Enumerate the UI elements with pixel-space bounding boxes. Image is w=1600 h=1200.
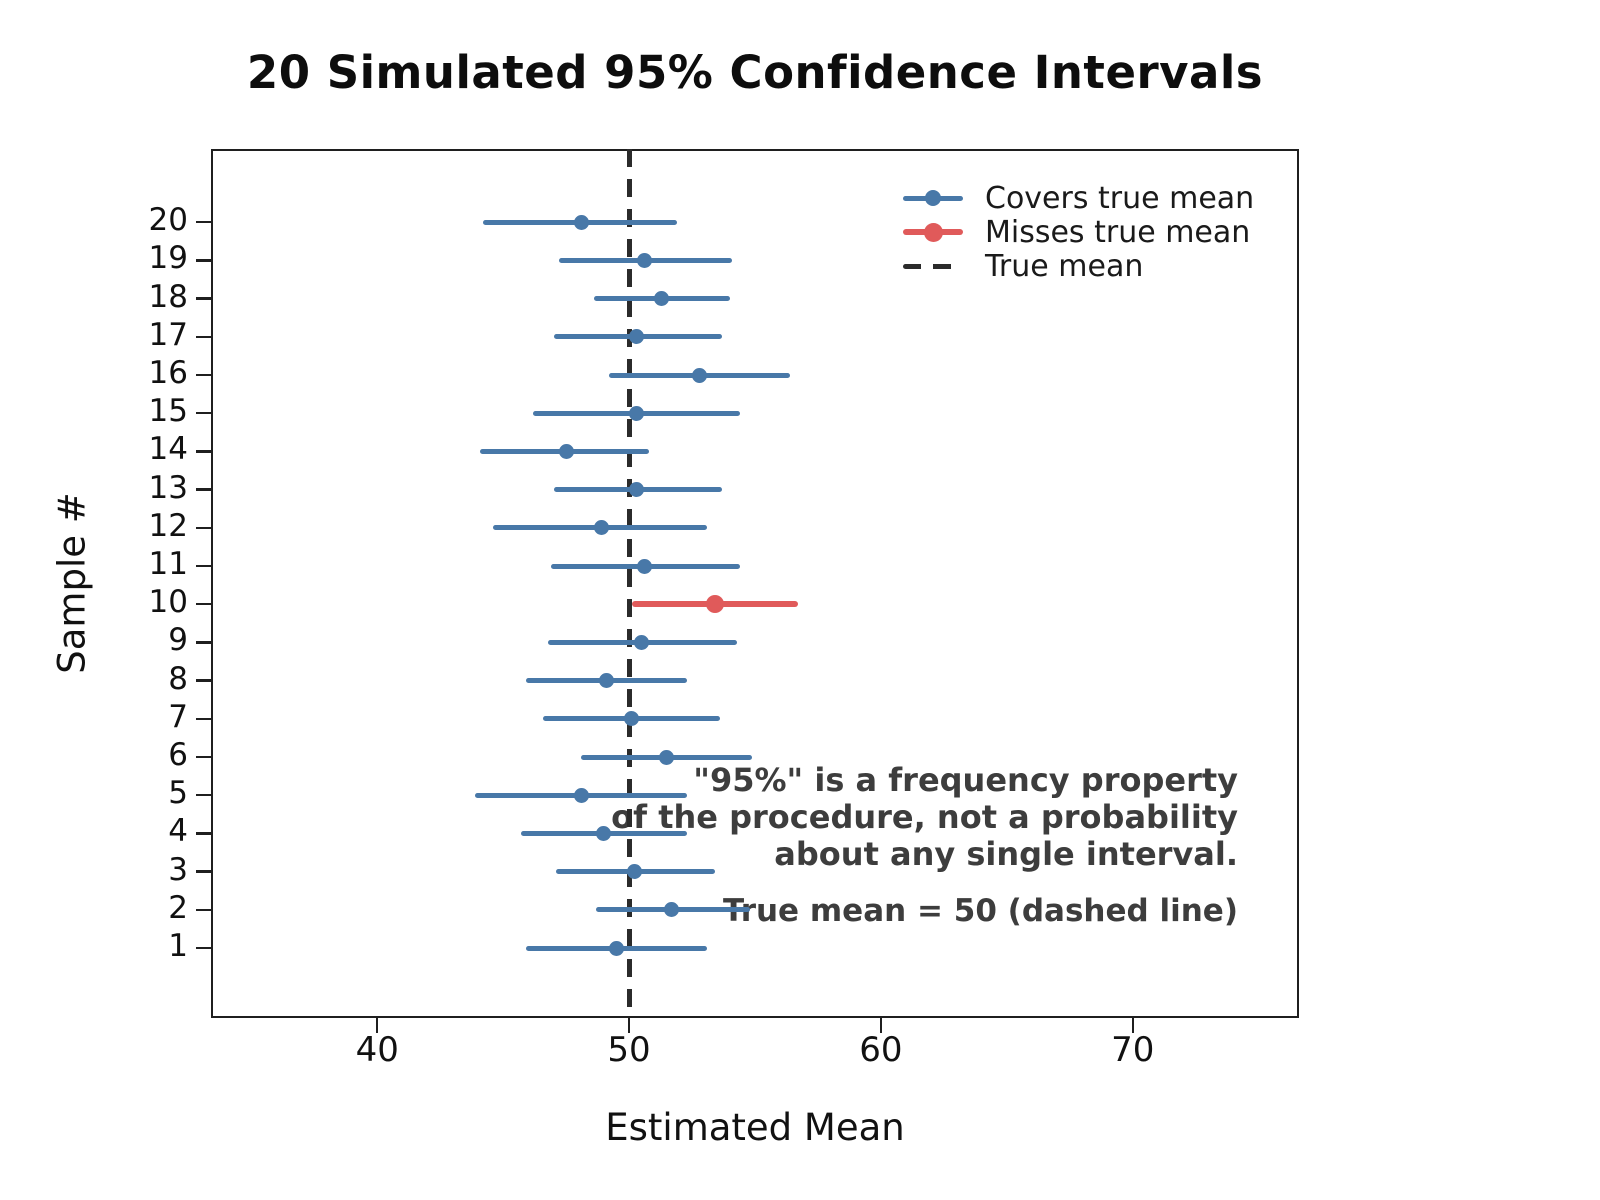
annotation-line-3: about any single interval. (774, 835, 1238, 873)
y-tick (196, 602, 211, 606)
y-tick-label: 4 (168, 813, 188, 850)
y-tick-label: 13 (148, 469, 188, 506)
y-tick (196, 411, 211, 415)
y-tick (196, 946, 211, 950)
y-tick-label: 17 (148, 316, 188, 353)
y-tick (196, 717, 211, 721)
y-tick-label: 10 (148, 584, 188, 621)
ci-dot-sample-13 (629, 482, 645, 498)
x-tick (375, 1018, 379, 1033)
y-tick-label: 1 (168, 928, 188, 964)
y-tick (196, 450, 211, 453)
annotation-line-2: of the procedure, not a probability (611, 798, 1238, 836)
y-tick-label: 8 (168, 660, 188, 697)
y-tick (196, 908, 211, 912)
ci-dot-sample-15 (629, 405, 645, 421)
y-tick (196, 832, 211, 835)
y-tick (196, 297, 211, 300)
ci-dot-sample-16 (692, 367, 708, 383)
y-tick-label: 7 (168, 698, 188, 735)
legend-item-true-mean: True mean (903, 248, 1254, 284)
y-tick-label: 19 (148, 240, 188, 277)
true-mean-line (626, 149, 632, 1018)
legend-label-misses: Misses true mean (985, 214, 1251, 250)
chart-title: 20 Simulated 95% Confidence Intervals (246, 46, 1264, 99)
ci-dot-sample-19 (636, 252, 652, 268)
y-tick-label: 3 (168, 851, 188, 888)
ci-dot-sample-18 (654, 291, 670, 307)
y-tick-label: 14 (148, 431, 188, 468)
plot-area (211, 149, 1299, 1018)
y-tick (196, 755, 211, 759)
ci-dot-sample-9 (634, 634, 650, 650)
y-tick-label: 11 (148, 546, 188, 582)
ci-dot-sample-20 (573, 214, 589, 230)
y-tick (196, 373, 211, 377)
annotation-line-1: "95%" is a frequency property (693, 761, 1238, 799)
y-tick (196, 870, 211, 873)
x-tick (879, 1018, 883, 1033)
x-axis-label: Estimated Mean (605, 1106, 905, 1149)
y-tick-label: 18 (148, 278, 188, 315)
y-tick-label: 5 (168, 775, 188, 812)
legend: Covers true mean Misses true mean True m… (903, 180, 1255, 284)
y-tick (196, 679, 211, 682)
annotation-text: "95%" is a frequency property of the pro… (611, 762, 1238, 873)
y-tick (196, 564, 211, 568)
ci-dot-sample-3 (626, 864, 642, 880)
true-mean-note: True mean = 50 (dashed line) (722, 893, 1238, 929)
ci-dot-sample-17 (629, 329, 645, 345)
covers-line-dot-icon (903, 181, 963, 215)
ci-dot-sample-6 (659, 749, 675, 765)
y-tick (196, 526, 211, 530)
x-tick-label: 40 (355, 1030, 399, 1070)
y-tick (196, 220, 211, 224)
ci-dot-sample-11 (636, 558, 652, 574)
x-tick (627, 1018, 631, 1033)
legend-label-covers: Covers true mean (985, 180, 1255, 216)
legend-item-covers: Covers true mean (903, 180, 1255, 216)
y-tick-label: 20 (148, 202, 188, 239)
legend-item-misses: Misses true mean (903, 214, 1254, 250)
y-tick (196, 488, 211, 491)
x-tick-label: 50 (607, 1030, 651, 1070)
y-tick-label: 16 (148, 355, 188, 391)
y-tick-label: 15 (148, 393, 188, 430)
ci-dot-sample-1 (608, 940, 624, 956)
dashed-line-icon (903, 249, 963, 283)
misses-line-dot-icon (903, 215, 963, 249)
x-tick-label: 60 (859, 1030, 903, 1070)
ci-dot-sample-7 (624, 711, 640, 727)
ci-dot-sample-14 (558, 443, 574, 459)
y-tick (196, 335, 211, 339)
y-tick (196, 259, 211, 262)
ci-dot-sample-8 (598, 673, 614, 689)
y-tick-label: 6 (168, 737, 188, 773)
y-tick-label: 12 (148, 507, 188, 544)
legend-label-true-mean: True mean (985, 248, 1144, 284)
x-tick (1131, 1018, 1135, 1033)
y-tick (196, 793, 211, 797)
x-tick-label: 70 (1111, 1030, 1155, 1070)
ci-dot-sample-5 (573, 787, 589, 803)
ci-dot-sample-10 (705, 595, 724, 614)
y-tick (196, 641, 211, 644)
y-tick-label: 9 (168, 622, 188, 659)
y-axis-label: Sample # (50, 492, 94, 674)
ci-dot-sample-12 (593, 520, 609, 536)
y-tick-label: 2 (168, 889, 188, 926)
ci-dot-sample-4 (596, 825, 612, 841)
ci-dot-sample-2 (664, 902, 680, 918)
